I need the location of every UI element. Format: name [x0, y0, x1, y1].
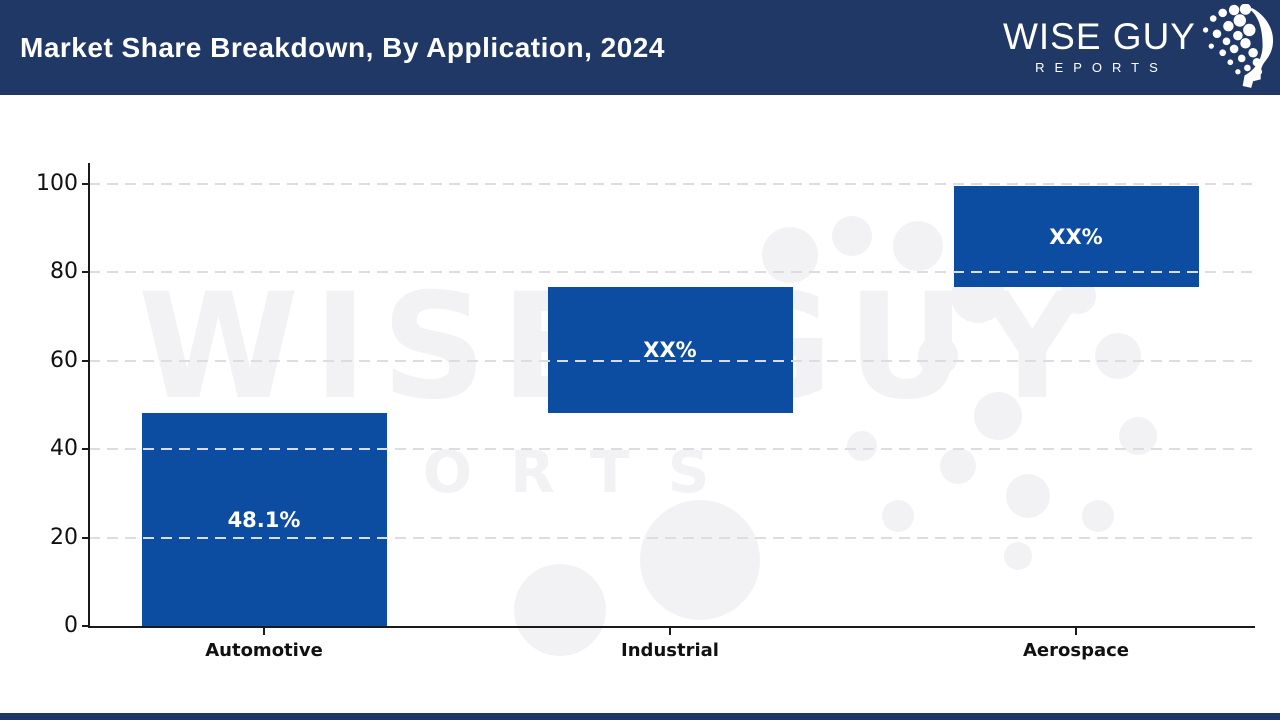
watermark-dot — [974, 392, 1022, 440]
x-tick-aerospace — [1075, 628, 1077, 635]
y-tick-label-0: 0 — [64, 613, 78, 638]
gridline-40 — [89, 448, 1254, 451]
y-tick-label-100: 100 — [36, 171, 78, 196]
y-tick-label-20: 20 — [50, 524, 78, 550]
watermark-dot — [640, 500, 760, 620]
watermark-dot — [1004, 542, 1032, 570]
watermark-dot — [832, 216, 872, 256]
watermark-dot — [882, 500, 914, 532]
gridline-60 — [89, 359, 1254, 362]
logo-head-icon — [1202, 4, 1274, 88]
watermark-dot — [1082, 500, 1114, 532]
x-tick-automotive — [263, 628, 265, 635]
watermark-dot — [847, 431, 877, 461]
watermark-dot — [940, 448, 976, 484]
logo-reports-text: REPORTS — [1035, 60, 1168, 75]
watermark-dot — [514, 564, 606, 656]
y-tick-60 — [82, 359, 89, 362]
logo-wiseguy-reports: WISE GUY REPORTS — [1003, 18, 1196, 74]
x-axis — [88, 626, 1255, 628]
watermark-dot — [1006, 474, 1050, 518]
logo-wiseguy-text: WISE GUY — [1002, 16, 1196, 57]
y-axis — [88, 163, 90, 628]
category-label-aerospace: Aerospace — [1022, 640, 1129, 661]
y-tick-40 — [82, 448, 89, 451]
page-title: Market Share Breakdown, By Application, … — [20, 31, 665, 63]
y-tick-80 — [82, 271, 89, 274]
gridline-100 — [89, 183, 1254, 185]
y-tick-label-40: 40 — [50, 436, 78, 462]
y-tick-label-80: 80 — [50, 259, 78, 285]
y-tick-20 — [82, 536, 89, 539]
watermark-dot — [893, 221, 943, 271]
watermark-dot — [918, 336, 958, 376]
bar-industrial: XX% — [547, 287, 793, 414]
y-tick-label-60: 60 — [50, 347, 78, 373]
category-label-industrial: Industrial — [621, 640, 719, 661]
y-tick-0 — [82, 625, 89, 627]
footer-bar — [0, 713, 1280, 720]
watermark-dot — [1095, 333, 1141, 379]
header-bar: Market Share Breakdown, By Application, … — [0, 0, 1280, 95]
bar-value-label-aerospace: XX% — [1049, 224, 1103, 249]
gridline-20 — [89, 536, 1254, 539]
gridline-80 — [89, 271, 1254, 274]
category-label-automotive: Automotive — [205, 640, 323, 661]
x-tick-industrial — [669, 628, 671, 635]
bar-value-label-automotive: 48.1% — [227, 508, 301, 533]
bar-value-label-industrial: XX% — [643, 338, 697, 363]
watermark-dot — [762, 227, 818, 283]
bar-aerospace: XX% — [953, 185, 1199, 288]
y-tick-100 — [82, 183, 89, 185]
bar-automotive: 48.1% — [141, 413, 387, 627]
